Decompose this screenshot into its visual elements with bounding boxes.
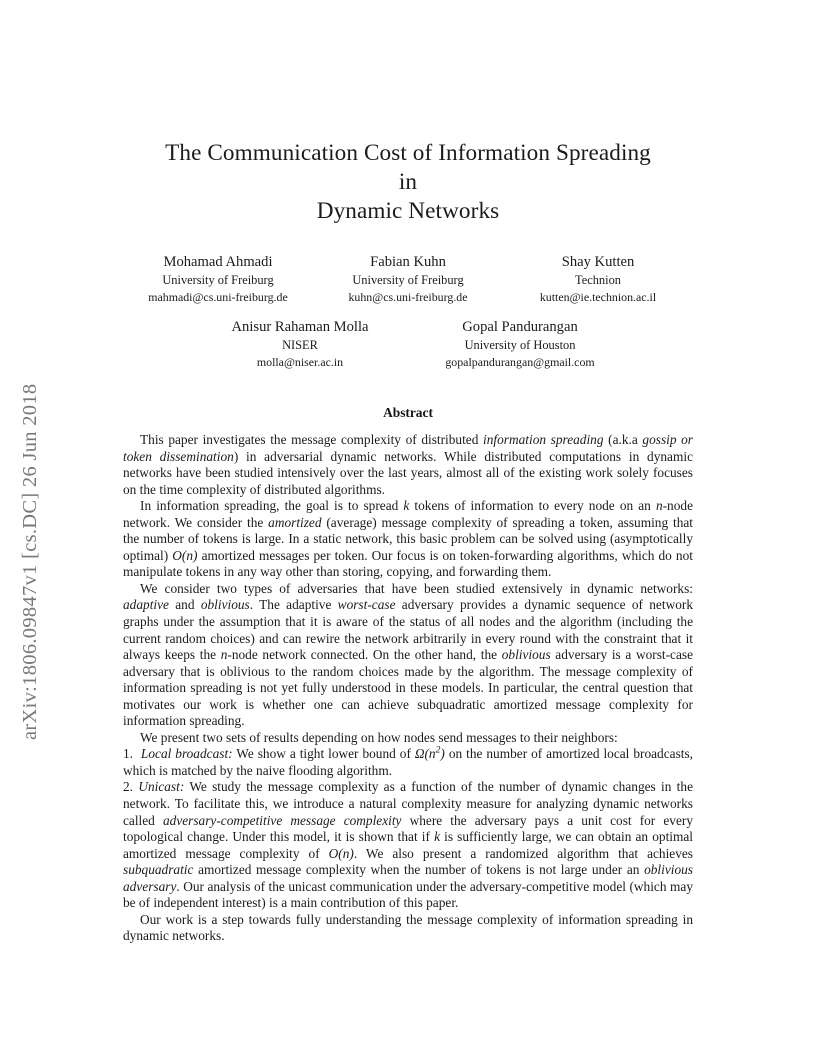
text-run: where the adversary pays a unit cost for… xyxy=(123,812,693,845)
math-var-k: k xyxy=(403,498,410,514)
math-big-o-n: O(n) xyxy=(172,547,198,563)
math-big-o-n: O(n) xyxy=(328,845,354,861)
text-run: . Our analysis of the unicast communicat… xyxy=(123,878,693,911)
text-run: tokens of information to every node on a… xyxy=(409,498,656,514)
author-affiliation: University of Freiburg xyxy=(352,273,464,287)
author-affiliation: NISER xyxy=(282,338,318,352)
text-run: This paper investigates the message comp… xyxy=(140,432,484,447)
list-item-number: 2. xyxy=(123,779,134,795)
abstract-paragraph-3: We consider two types of adversaries tha… xyxy=(123,581,693,730)
emphasis-unicast: Unicast: xyxy=(138,779,185,795)
emphasis-gossip-token-dissemination: gossip or token dissemination xyxy=(123,432,693,464)
text-run: We consider two types of adversaries tha… xyxy=(140,580,693,596)
text-run: -node network. We consider the xyxy=(123,498,693,530)
author-row-1: Mohamad Ahmadi University of Freiburg ma… xyxy=(123,253,693,306)
page-title: The Communication Cost of Information Sp… xyxy=(123,139,693,226)
author-name: Shay Kutten xyxy=(561,254,635,270)
emphasis-oblivious: oblivious xyxy=(200,597,250,613)
author-email[interactable]: gopalpandurangan@gmail.com xyxy=(445,355,595,369)
author-row-2: Anisur Rahaman Molla NISER molla@niser.a… xyxy=(123,318,693,371)
author-ahmadi: Mohamad Ahmadi University of Freiburg ma… xyxy=(123,253,313,306)
abstract-heading: Abstract xyxy=(383,405,433,420)
emphasis-local-broadcast: Local broadcast: xyxy=(140,746,233,762)
abstract-section: Abstract This paper investigates the mes… xyxy=(123,405,693,945)
list-item-number: 1. xyxy=(123,746,134,762)
abstract-list-item-2: 2. Unicast: We study the message complex… xyxy=(123,779,693,911)
math-omega-open: Ω(n xyxy=(414,746,436,762)
math-exponent: 2 xyxy=(435,744,441,756)
author-name: Anisur Rahaman Molla xyxy=(231,319,369,335)
abstract-paragraph-5: Our work is a step towards fully underst… xyxy=(123,911,693,944)
math-var-n: n xyxy=(655,498,663,514)
abstract-paragraph-2: In information spreading, the goal is to… xyxy=(123,498,693,581)
text-run: amortized message complexity when the nu… xyxy=(193,862,645,878)
author-molla: Anisur Rahaman Molla NISER molla@niser.a… xyxy=(190,318,410,371)
title-line-3: Dynamic Networks xyxy=(316,198,500,224)
author-email[interactable]: molla@niser.ac.in xyxy=(256,355,344,369)
title-line-1: The Communication Cost of Information Sp… xyxy=(165,140,651,166)
text-run: . The adaptive xyxy=(249,597,338,613)
text-run: (a.k.a xyxy=(603,432,643,447)
emphasis-oblivious-adversary: oblivious adversary xyxy=(123,862,693,894)
arxiv-stamp-text: arXiv:1806.09847v1 [cs.DC] 26 Jun 2018 xyxy=(18,383,41,740)
text-run: adversary provides a dynamic sequence of… xyxy=(123,597,693,663)
text-run: and xyxy=(168,597,201,613)
text-run: ) in adversarial dynamic networks. While… xyxy=(123,448,693,497)
author-name: Gopal Pandurangan xyxy=(462,319,578,335)
text-run: . We also present a randomized algorithm… xyxy=(353,845,694,861)
text-run: We study the message complexity as a fun… xyxy=(123,779,693,828)
text-run: In information spreading, the goal is to… xyxy=(140,498,404,514)
paper-page: The Communication Cost of Information Sp… xyxy=(123,0,693,945)
math-omega-n-squared: Ω(n2) xyxy=(414,744,445,762)
text-run: -node network connected. On the other ha… xyxy=(227,647,502,663)
text-run: (average) message complexity of spreadin… xyxy=(123,514,693,563)
author-email[interactable]: kuhn@cs.uni-freiburg.de xyxy=(348,290,468,304)
author-email[interactable]: mahmadi@cs.uni-freiburg.de xyxy=(148,290,288,304)
abstract-paragraph-4: We present two sets of results depending… xyxy=(140,729,618,745)
emphasis-subquadratic: subquadratic xyxy=(123,862,194,878)
author-block: Mohamad Ahmadi University of Freiburg ma… xyxy=(123,253,693,371)
author-affiliation: University of Houston xyxy=(464,338,576,352)
author-affiliation: Technion xyxy=(575,273,621,287)
emphasis-amortized: amortized xyxy=(268,514,322,530)
text-run: is sufficiently large, we can obtain an … xyxy=(123,829,693,861)
author-email[interactable]: kutten@ie.technion.ac.il xyxy=(539,290,657,304)
math-close-paren: ) xyxy=(440,746,445,762)
author-name: Fabian Kuhn xyxy=(370,254,446,270)
math-var-n: n xyxy=(220,647,228,663)
abstract-paragraph-1: This paper investigates the message comp… xyxy=(123,432,693,498)
title-line-2: in xyxy=(398,169,418,195)
emphasis-adversary-competitive: adversary-competitive message complexity xyxy=(162,812,402,828)
abstract-list-item-1: 1. Local broadcast: We show a tight lowe… xyxy=(123,746,693,779)
text-run: We show a tight lower bound of xyxy=(232,746,415,762)
author-kutten: Shay Kutten Technion kutten@ie.technion.… xyxy=(503,253,693,306)
author-affiliation: University of Freiburg xyxy=(162,273,274,287)
author-pandurangan: Gopal Pandurangan University of Houston … xyxy=(410,318,630,371)
author-kuhn: Fabian Kuhn University of Freiburg kuhn@… xyxy=(313,253,503,306)
emphasis-adaptive: adaptive xyxy=(123,597,169,613)
emphasis-oblivious-2: oblivious xyxy=(501,647,551,663)
text-run: adversary is a worst-case adversary that… xyxy=(123,647,694,729)
text-run: on the number of amortized local broadca… xyxy=(123,746,693,778)
emphasis-information-spreading: information spreading xyxy=(483,432,604,447)
arxiv-stamp: arXiv:1806.09847v1 [cs.DC] 26 Jun 2018 xyxy=(0,0,60,1056)
author-name: Mohamad Ahmadi xyxy=(163,254,273,270)
math-var-k: k xyxy=(434,829,440,845)
emphasis-worst-case: worst-case xyxy=(337,597,396,613)
text-run: amortized messages per token. Our focus … xyxy=(123,547,693,580)
